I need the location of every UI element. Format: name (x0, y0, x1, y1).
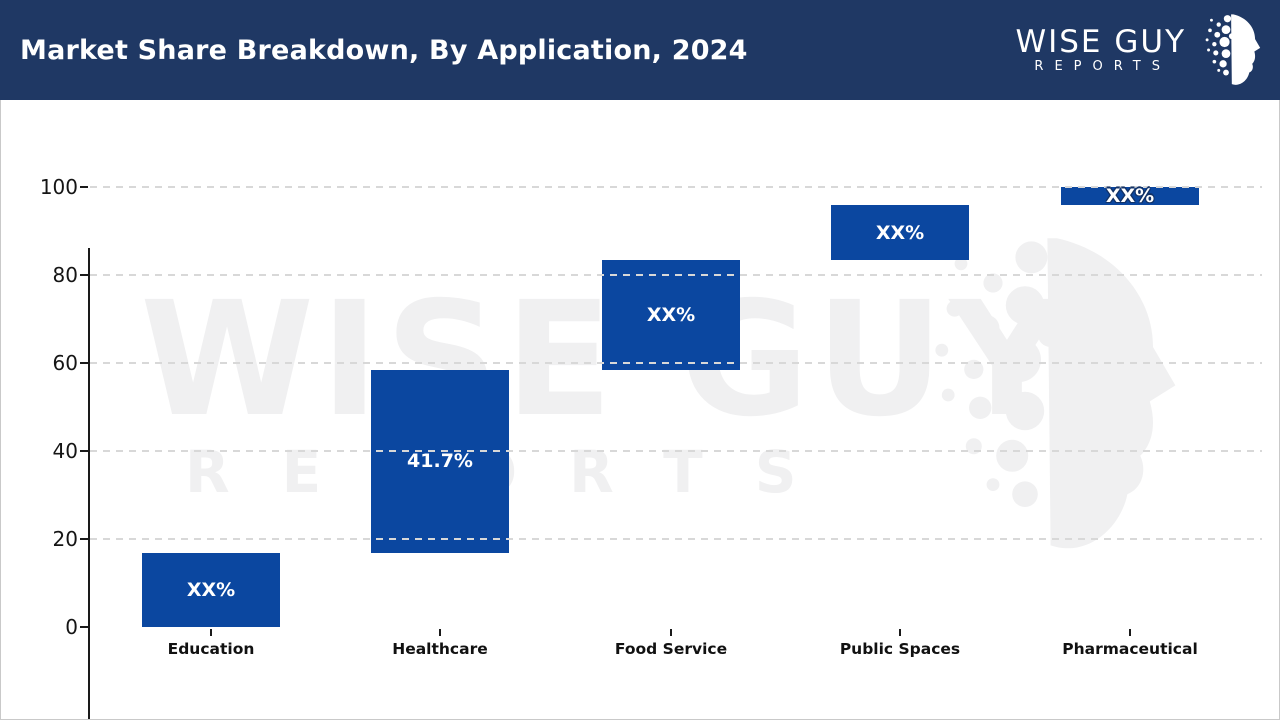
brand-logo-text: WISE GUY REPORTS (1015, 26, 1186, 74)
bar-public-spaces (831, 205, 969, 260)
face-profile-icon (1205, 14, 1261, 85)
x-tick-1 (210, 629, 212, 636)
y-tick-60 (80, 362, 88, 364)
bar-food-service (602, 259, 740, 370)
y-axis-line (88, 248, 90, 720)
bar-label-4: XX% (875, 221, 925, 244)
x-tick-2 (439, 629, 441, 636)
category-label-education: Education (167, 640, 255, 658)
gridline-40 (90, 450, 1262, 452)
gridline-80 (90, 274, 1262, 276)
category-label-public-spaces: Public Spaces (839, 640, 961, 658)
bar-label-5: XX% (1105, 185, 1155, 208)
x-tick-3 (670, 629, 672, 636)
y-tick-label-20: 20 (52, 527, 78, 551)
y-tick-100 (80, 186, 88, 188)
category-label-pharmaceutical: Pharmaceutical (1062, 640, 1198, 658)
page-title: Market Share Breakdown, By Application, … (20, 34, 748, 66)
category-label-healthcare: Healthcare (392, 640, 488, 658)
bar-healthcare (371, 369, 509, 554)
plot-area (0, 100, 1280, 720)
x-tick-5 (1129, 629, 1131, 636)
gridline-20 (90, 538, 1262, 540)
gridline-60 (90, 362, 1262, 364)
bar-label-2: 41.7% (407, 450, 473, 473)
x-tick-4 (899, 629, 901, 636)
y-tick-40 (80, 450, 88, 452)
gridline-100 (90, 186, 1262, 188)
brand-logo: WISE GUY REPORTS (1015, 10, 1264, 90)
y-tick-label-60: 60 (52, 351, 78, 375)
brand-name: WISE GUY (1015, 24, 1186, 61)
bar-label-1: XX% (186, 579, 236, 602)
category-label-food-service: Food Service (614, 640, 728, 658)
bar-education (142, 553, 280, 627)
y-tick-label-80: 80 (52, 263, 78, 287)
brand-subname: REPORTS (1034, 58, 1172, 74)
y-tick-20 (80, 538, 88, 540)
bar-pharmaceutical (1061, 187, 1199, 206)
y-tick-80 (80, 274, 88, 276)
header-bar: Market Share Breakdown, By Application, … (0, 0, 1280, 100)
watermark-face-icon (935, 238, 1176, 549)
y-tick-0 (80, 626, 88, 628)
y-tick-label-0: 0 (65, 615, 78, 639)
y-tick-label-40: 40 (52, 439, 78, 463)
y-tick-label-100: 100 (39, 175, 78, 199)
bar-label-3: XX% (646, 303, 696, 326)
